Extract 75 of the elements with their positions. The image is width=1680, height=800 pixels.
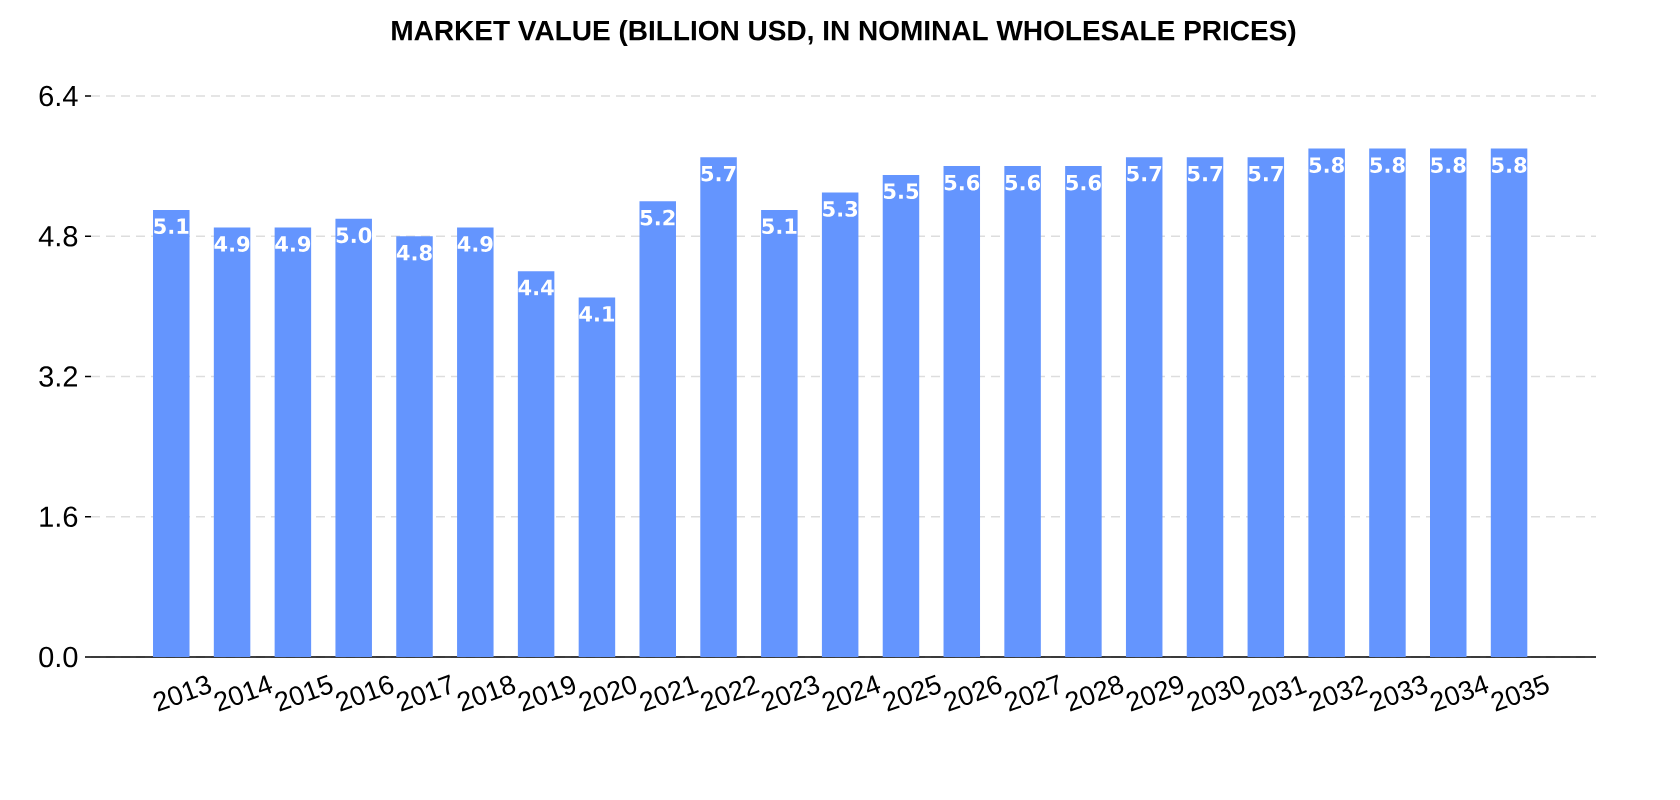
data-label: 4.9 <box>275 236 311 252</box>
bar <box>700 157 737 657</box>
data-label: 4.1 <box>579 306 615 322</box>
bar <box>943 166 981 657</box>
x-tick-label: 2027 <box>1004 674 1058 712</box>
data-label: 5.5 <box>883 183 919 200</box>
x-tick-label: 2013 <box>153 675 212 712</box>
bar <box>639 201 676 657</box>
data-label: 5.8 <box>1370 157 1405 174</box>
bar <box>1369 148 1406 657</box>
data-label: 5.0 <box>336 227 372 244</box>
data-label: 5.6 <box>1066 174 1101 191</box>
bar <box>335 218 372 657</box>
x-tick-label: 2033 <box>1369 675 1428 712</box>
data-label: 5.7 <box>701 165 736 182</box>
bar <box>1430 148 1467 657</box>
data-label: 5.1 <box>154 218 189 235</box>
data-label: 5.8 <box>1309 157 1344 174</box>
x-tick-label: 2020 <box>579 675 637 712</box>
bar <box>578 297 616 657</box>
y-tick-label: 6.4 <box>39 85 78 107</box>
data-label: 5.7 <box>1188 165 1222 182</box>
x-tick-label: 2025 <box>883 674 941 712</box>
y-tick-label: 3.2 <box>39 366 77 387</box>
bar <box>153 209 190 657</box>
data-label: 4.9 <box>457 236 493 252</box>
x-tick-label: 2015 <box>275 674 333 712</box>
bar <box>517 271 555 657</box>
x-tick-label: 2034 <box>1430 675 1489 712</box>
x-tick-label: 2019 <box>518 676 576 712</box>
data-label: 5.6 <box>944 174 980 191</box>
x-tick-label: 2017 <box>396 674 450 712</box>
bar <box>213 227 251 657</box>
data-label: 5.8 <box>1492 157 1527 174</box>
bar <box>396 236 433 657</box>
y-tick-label: 1.6 <box>40 506 78 528</box>
bar <box>1490 148 1528 657</box>
x-tick-label: 2022 <box>700 675 760 712</box>
data-label: 4.4 <box>518 279 554 296</box>
bar <box>1247 157 1285 657</box>
x-tick-label: 2024 <box>822 675 881 712</box>
x-tick-label: 2028 <box>1065 675 1124 712</box>
data-label: 4.8 <box>396 244 432 261</box>
x-tick-label: 2014 <box>214 675 273 712</box>
bar <box>1308 148 1345 657</box>
x-tick-label: 2032 <box>1308 675 1368 712</box>
bar <box>1065 166 1102 657</box>
data-label: 5.7 <box>1127 165 1162 182</box>
x-tick-label: 2018 <box>457 675 516 712</box>
data-label: 5.3 <box>823 200 858 217</box>
x-tick-label: 2021 <box>640 676 699 712</box>
x-tick-label: 2030 <box>1187 675 1245 712</box>
data-label: 5.8 <box>1431 157 1466 174</box>
data-label: 5.6 <box>1005 174 1041 191</box>
y-tick-label: 4.8 <box>38 225 78 247</box>
data-label: 5.7 <box>1248 165 1283 182</box>
y-tick-label: 0.0 <box>39 646 78 668</box>
x-tick-label: 2016 <box>336 675 394 712</box>
bar <box>1004 166 1041 657</box>
bar <box>457 227 494 657</box>
x-tick-label: 2029 <box>1126 676 1184 712</box>
data-label: 4.9 <box>214 236 250 252</box>
bar <box>761 209 798 657</box>
bar <box>821 192 859 657</box>
bar <box>1186 157 1224 657</box>
chart-title: MARKET VALUE (BILLION USD, IN NOMINAL WHOLESALE PRICES) <box>392 19 1296 47</box>
data-label: 5.2 <box>640 209 675 226</box>
bar <box>882 174 920 657</box>
data-label: 5.1 <box>762 218 797 235</box>
x-tick-label: 2023 <box>761 675 820 712</box>
bar <box>274 227 312 657</box>
x-tick-label: 2026 <box>944 675 1002 712</box>
x-tick-label: 2035 <box>1491 674 1549 712</box>
bar <box>1125 157 1163 657</box>
x-tick-label: 2031 <box>1248 676 1307 712</box>
